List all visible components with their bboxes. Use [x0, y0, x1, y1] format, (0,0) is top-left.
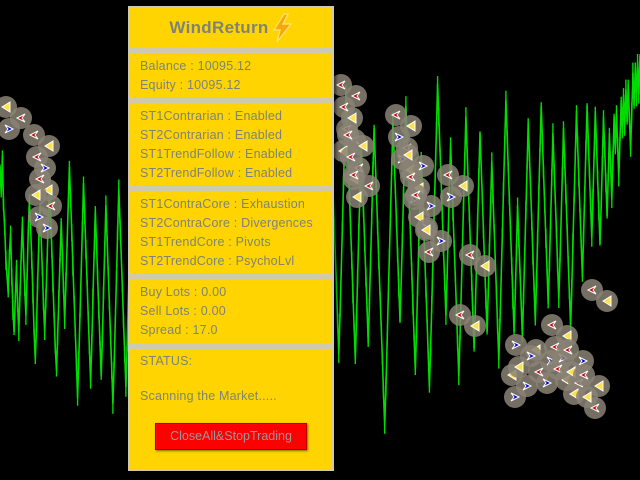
sell-signal-marker	[45, 201, 56, 211]
sell-signal-marker	[423, 247, 434, 257]
exit-signal-marker	[594, 380, 604, 392]
buy-signal-marker	[40, 163, 51, 173]
sell-signal-marker	[34, 174, 45, 184]
buy-signal-marker	[510, 392, 521, 402]
status-group: STATUS: Scanning the Market.....	[130, 349, 332, 409]
exit-signal-marker	[31, 189, 41, 201]
buy-signal-marker	[394, 132, 405, 142]
sell-signal-marker	[15, 113, 26, 123]
sell-signal-marker	[410, 190, 421, 200]
sell-signal-marker	[578, 370, 589, 380]
divider	[130, 48, 332, 54]
exit-signal-marker	[470, 320, 480, 332]
account-group: Balance : 10095.12 Equity : 10095.12	[130, 54, 332, 98]
sell-signal-marker	[348, 170, 359, 180]
exit-signal-marker	[358, 140, 368, 152]
sell-signal-marker	[28, 130, 39, 140]
exit-signal-marker	[602, 295, 612, 307]
sell-signal-marker	[338, 102, 349, 112]
divider	[130, 98, 332, 104]
st1-contrarian-row[interactable]: ST1Contrarian : Enabled	[140, 109, 283, 123]
buy-lots-row: Buy Lots : 0.00	[140, 285, 227, 299]
buy-signal-marker	[446, 192, 457, 202]
exit-signal-marker	[352, 191, 362, 203]
sell-signal-marker	[405, 172, 416, 182]
sell-signal-marker	[586, 285, 597, 295]
buy-signal-marker	[4, 124, 15, 134]
exit-signal-marker	[562, 330, 572, 342]
exit-signal-marker	[44, 140, 54, 152]
st2-trendfollow-row[interactable]: ST2TrendFollow : Enabled	[140, 166, 293, 180]
signal-markers	[0, 74, 618, 419]
sell-lots-row: Sell Lots : 0.00	[140, 304, 226, 318]
sell-signal-marker	[350, 91, 361, 101]
close-button-area: CloseAll&StopTrading	[130, 409, 332, 450]
st2-trendcore-row[interactable]: ST2TrendCore : PsychoLvl	[140, 254, 295, 268]
sell-signal-marker	[442, 170, 453, 180]
buy-signal-marker	[436, 236, 447, 246]
sell-signal-marker	[335, 80, 346, 90]
exit-signal-marker	[43, 184, 53, 196]
status-message: Scanning the Market.....	[140, 389, 277, 403]
divider	[130, 343, 332, 349]
buy-signal-marker	[526, 351, 537, 361]
st2-contracore-row[interactable]: ST2ContraCore : Divergences	[140, 216, 313, 230]
spread-row: Spread : 17.0	[140, 323, 218, 337]
lightning-bolt-icon	[272, 13, 293, 43]
sell-signal-marker	[546, 320, 557, 330]
buy-signal-marker	[34, 212, 45, 222]
exit-signal-marker	[514, 361, 524, 373]
sell-signal-marker	[31, 152, 42, 162]
exit-signal-marker	[406, 120, 416, 132]
ea-info-panel[interactable]: WindReturn Balance : 10095.12 Equity : 1…	[128, 6, 334, 471]
exit-signal-marker	[582, 391, 592, 403]
exit-signal-marker	[421, 224, 431, 236]
status-heading: STATUS:	[140, 354, 193, 368]
sell-signal-marker	[464, 250, 475, 260]
status-spacer	[130, 371, 332, 387]
sell-signal-marker	[562, 345, 573, 355]
sell-signal-marker	[342, 130, 353, 140]
panel-title-bar: WindReturn	[130, 8, 332, 48]
buy-signal-marker	[542, 378, 553, 388]
buy-signal-marker	[511, 340, 522, 350]
exit-signal-marker	[1, 101, 11, 113]
position-group: Buy Lots : 0.00 Sell Lots : 0.00 Spread …	[130, 280, 332, 343]
st1-trendfollow-row[interactable]: ST1TrendFollow : Enabled	[140, 147, 293, 161]
divider	[130, 186, 332, 192]
exit-signal-marker	[347, 112, 357, 124]
equity-row: Equity : 10095.12	[140, 78, 241, 92]
st2-contrarian-row[interactable]: ST2Contrarian : Enabled	[140, 128, 283, 142]
exit-signal-marker	[480, 260, 490, 272]
st1-trendcore-row[interactable]: ST1TrendCore : Pivots	[140, 235, 271, 249]
buy-signal-marker	[42, 223, 53, 233]
buy-signal-marker	[418, 161, 429, 171]
close-all-stop-trading-button[interactable]: CloseAll&StopTrading	[155, 423, 307, 450]
sell-signal-marker	[533, 367, 544, 377]
strategy-toggle-group: ST1Contrarian : Enabled ST2Contrarian : …	[130, 104, 332, 186]
core-group: ST1ContraCore : Exhaustion ST2ContraCore…	[130, 192, 332, 274]
sell-signal-marker	[363, 181, 374, 191]
sell-signal-marker	[589, 403, 600, 413]
sell-signal-marker	[390, 110, 401, 120]
buy-signal-marker	[522, 381, 533, 391]
exit-signal-marker	[458, 180, 468, 192]
balance-row: Balance : 10095.12	[140, 59, 252, 73]
buy-signal-marker	[578, 356, 589, 366]
sell-signal-marker	[454, 310, 465, 320]
buy-signal-marker	[426, 201, 437, 211]
exit-signal-marker	[403, 149, 413, 161]
page-title: WindReturn	[169, 18, 269, 37]
divider	[130, 274, 332, 280]
exit-signal-marker	[414, 211, 424, 223]
sell-signal-marker	[345, 152, 356, 162]
st1-contracore-row[interactable]: ST1ContraCore : Exhaustion	[140, 197, 306, 211]
